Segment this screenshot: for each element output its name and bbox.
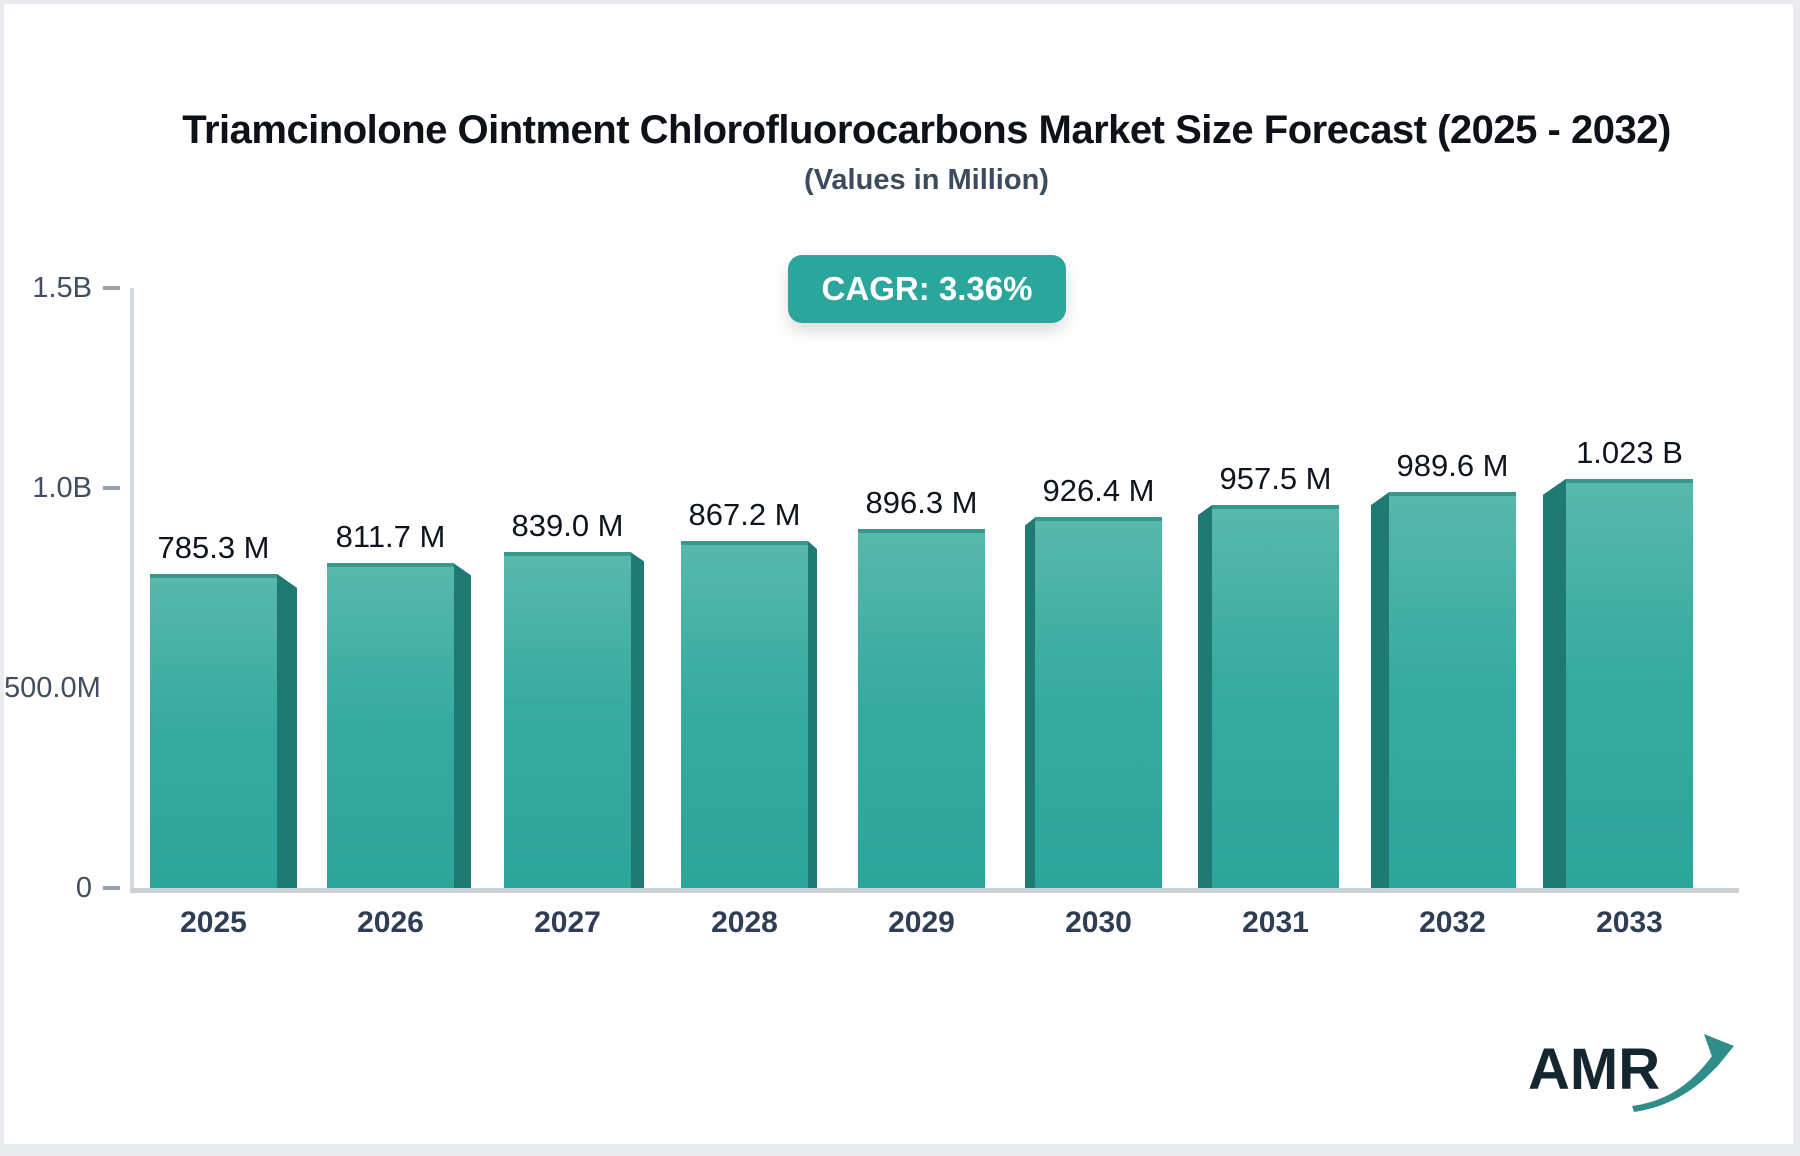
bar-2028 bbox=[681, 541, 808, 888]
bar-2029 bbox=[858, 529, 985, 888]
bar-side-3d bbox=[1025, 517, 1035, 888]
y-axis-tick-label: 1.5B bbox=[32, 272, 92, 304]
y-axis-tick-label: 1.0B bbox=[32, 472, 92, 504]
bar-value-label: 896.3 M bbox=[865, 485, 978, 521]
y-axis-line bbox=[130, 288, 134, 888]
bar-value-label: 811.7 M bbox=[335, 519, 446, 555]
bar-2030 bbox=[1035, 517, 1162, 888]
chart-title: Triamcinolone Ointment Chlorofluorocarbo… bbox=[182, 108, 1671, 152]
bar-value-label: 957.5 M bbox=[1219, 461, 1332, 496]
x-axis-label-2033: 2033 bbox=[1596, 906, 1663, 939]
x-axis-label-2028: 2028 bbox=[711, 906, 778, 939]
y-tick-mark bbox=[103, 886, 120, 890]
bar-2025 bbox=[150, 573, 277, 888]
bar-value-label: 989.6 M bbox=[1396, 448, 1509, 484]
x-axis-label-2030: 2030 bbox=[1065, 906, 1132, 939]
bar-value-label: 839.0 M bbox=[511, 508, 624, 544]
bar-2026 bbox=[327, 563, 454, 888]
bar-side-3d bbox=[808, 541, 817, 888]
y-tick-mark bbox=[103, 286, 120, 290]
bar-side-3d bbox=[1543, 478, 1566, 888]
bar-side-3d bbox=[277, 573, 297, 888]
bar-side-3d bbox=[1198, 505, 1212, 888]
y-axis-tick-label: 0 bbox=[75, 872, 92, 904]
bar-value-label: 926.4 M bbox=[1042, 473, 1155, 509]
bar-2032 bbox=[1389, 492, 1516, 888]
x-axis-label-2032: 2032 bbox=[1419, 906, 1486, 939]
x-axis-label-2027: 2027 bbox=[534, 906, 601, 939]
y-tick-mark bbox=[103, 486, 120, 490]
bar-value-label: 785.3 M bbox=[157, 529, 270, 565]
bar-2031 bbox=[1212, 505, 1339, 888]
y-axis-tick-label: 500.0M bbox=[4, 672, 101, 704]
bar-side-3d bbox=[1371, 492, 1389, 888]
chart-subtitle: (Values in Million) bbox=[804, 164, 1049, 196]
chart-card: Triamcinolone Ointment Chlorofluorocarbo… bbox=[4, 4, 1793, 1144]
x-axis-label-2025: 2025 bbox=[180, 906, 247, 939]
trend-up-arrow-icon bbox=[1632, 1034, 1734, 1112]
amr-logo-text: AMR bbox=[1528, 1037, 1661, 1102]
bar-value-label: 867.2 M bbox=[688, 497, 801, 533]
amr-logo: AMR bbox=[1528, 1030, 1738, 1120]
bar-side-3d bbox=[631, 552, 644, 888]
bar-2027 bbox=[504, 552, 631, 888]
x-axis-label-2026: 2026 bbox=[357, 906, 424, 939]
plot-area: 1.5B 1.0B 500.0M 0 785.3 M 2025 811.7 M 2026 839… bbox=[4, 4, 1793, 1144]
x-axis-baseline bbox=[130, 888, 1739, 893]
cagr-badge-label: CAGR: 3.36% bbox=[821, 270, 1033, 307]
bar-value-label: 1.023 B bbox=[1576, 434, 1683, 470]
cagr-badge: CAGR: 3.36% bbox=[788, 255, 1066, 323]
bar-2033 bbox=[1566, 478, 1693, 888]
x-axis-label-2031: 2031 bbox=[1242, 906, 1309, 939]
x-axis-label-2029: 2029 bbox=[888, 906, 955, 939]
bar-side-3d bbox=[454, 563, 471, 888]
